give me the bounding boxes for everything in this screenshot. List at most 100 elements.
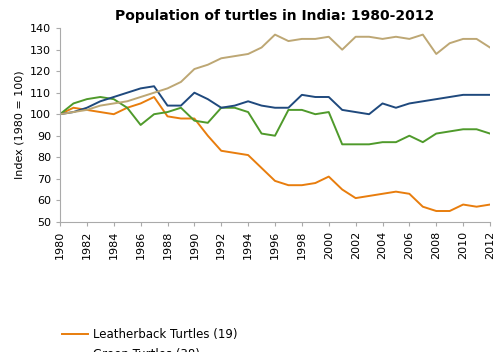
Leatherback Turtles (19) <box>366 194 372 198</box>
All species (111) <box>339 108 345 112</box>
Green Turtles (38) <box>474 127 480 131</box>
All species (111) <box>70 110 76 114</box>
Green Turtles (38) <box>352 142 358 146</box>
Olive Ridley Turtles (20) <box>124 99 130 103</box>
All species (111) <box>192 90 198 95</box>
Y-axis label: Index (1980 = 100): Index (1980 = 100) <box>14 71 24 179</box>
Leatherback Turtles (19) <box>299 183 305 187</box>
Olive Ridley Turtles (20) <box>218 56 224 61</box>
Green Turtles (38) <box>192 119 198 123</box>
Olive Ridley Turtles (20) <box>406 37 412 41</box>
Olive Ridley Turtles (20) <box>339 48 345 52</box>
All species (111) <box>420 99 426 103</box>
All species (111) <box>460 93 466 97</box>
Olive Ridley Turtles (20) <box>57 112 63 116</box>
All species (111) <box>124 90 130 95</box>
Olive Ridley Turtles (20) <box>164 86 170 90</box>
Green Turtles (38) <box>205 121 211 125</box>
Leatherback Turtles (19) <box>192 117 198 121</box>
Olive Ridley Turtles (20) <box>111 101 117 106</box>
Leatherback Turtles (19) <box>339 187 345 191</box>
Leatherback Turtles (19) <box>138 101 143 106</box>
Olive Ridley Turtles (20) <box>286 39 292 43</box>
Green Turtles (38) <box>218 106 224 110</box>
Olive Ridley Turtles (20) <box>380 37 386 41</box>
Green Turtles (38) <box>178 106 184 110</box>
Green Turtles (38) <box>272 134 278 138</box>
Olive Ridley Turtles (20) <box>205 63 211 67</box>
All species (111) <box>474 93 480 97</box>
All species (111) <box>406 101 412 106</box>
Olive Ridley Turtles (20) <box>433 52 440 56</box>
All species (111) <box>433 97 440 101</box>
Leatherback Turtles (19) <box>420 205 426 209</box>
All species (111) <box>446 95 452 99</box>
Green Turtles (38) <box>299 108 305 112</box>
Green Turtles (38) <box>245 110 251 114</box>
All species (111) <box>138 86 143 90</box>
All species (111) <box>286 106 292 110</box>
Leatherback Turtles (19) <box>326 175 332 179</box>
Olive Ridley Turtles (20) <box>232 54 237 58</box>
Olive Ridley Turtles (20) <box>326 34 332 39</box>
Olive Ridley Turtles (20) <box>446 41 452 45</box>
Leatherback Turtles (19) <box>124 106 130 110</box>
Leatherback Turtles (19) <box>460 202 466 207</box>
Green Turtles (38) <box>151 112 157 116</box>
Olive Ridley Turtles (20) <box>192 67 198 71</box>
All species (111) <box>312 95 318 99</box>
Leatherback Turtles (19) <box>84 108 90 112</box>
Green Turtles (38) <box>312 112 318 116</box>
All species (111) <box>57 112 63 116</box>
Leatherback Turtles (19) <box>205 134 211 138</box>
All species (111) <box>380 101 386 106</box>
Green Turtles (38) <box>446 129 452 133</box>
Olive Ridley Turtles (20) <box>258 45 264 50</box>
Green Turtles (38) <box>380 140 386 144</box>
Olive Ridley Turtles (20) <box>245 52 251 56</box>
Olive Ridley Turtles (20) <box>393 34 399 39</box>
Green Turtles (38) <box>57 112 63 116</box>
Green Turtles (38) <box>111 97 117 101</box>
Green Turtles (38) <box>286 108 292 112</box>
All species (111) <box>205 97 211 101</box>
Green Turtles (38) <box>164 110 170 114</box>
Leatherback Turtles (19) <box>286 183 292 187</box>
Olive Ridley Turtles (20) <box>84 108 90 112</box>
Leatherback Turtles (19) <box>258 166 264 170</box>
Green Turtles (38) <box>70 101 76 106</box>
Leatherback Turtles (19) <box>70 106 76 110</box>
Legend: Leatherback Turtles (19), Green Turtles (38), All species (111), Olive Ridley Tu: Leatherback Turtles (19), Green Turtles … <box>62 328 238 352</box>
Leatherback Turtles (19) <box>446 209 452 213</box>
Leatherback Turtles (19) <box>178 117 184 121</box>
Olive Ridley Turtles (20) <box>70 110 76 114</box>
Leatherback Turtles (19) <box>352 196 358 200</box>
All species (111) <box>232 103 237 108</box>
Green Turtles (38) <box>258 131 264 136</box>
Line: Olive Ridley Turtles (20): Olive Ridley Turtles (20) <box>60 34 490 114</box>
All species (111) <box>272 106 278 110</box>
Leatherback Turtles (19) <box>98 110 103 114</box>
All species (111) <box>487 93 493 97</box>
Olive Ridley Turtles (20) <box>299 37 305 41</box>
All species (111) <box>393 106 399 110</box>
Leatherback Turtles (19) <box>380 192 386 196</box>
Leatherback Turtles (19) <box>164 114 170 119</box>
Green Turtles (38) <box>84 97 90 101</box>
Leatherback Turtles (19) <box>232 151 237 155</box>
All species (111) <box>299 93 305 97</box>
Olive Ridley Turtles (20) <box>312 37 318 41</box>
Olive Ridley Turtles (20) <box>151 90 157 95</box>
All species (111) <box>218 106 224 110</box>
Olive Ridley Turtles (20) <box>352 34 358 39</box>
Green Turtles (38) <box>487 131 493 136</box>
All species (111) <box>326 95 332 99</box>
All species (111) <box>164 103 170 108</box>
Line: Leatherback Turtles (19): Leatherback Turtles (19) <box>60 97 490 211</box>
Green Turtles (38) <box>460 127 466 131</box>
All species (111) <box>98 99 103 103</box>
Title: Population of turtles in India: 1980-2012: Population of turtles in India: 1980-201… <box>116 9 434 23</box>
Leatherback Turtles (19) <box>487 202 493 207</box>
Leatherback Turtles (19) <box>433 209 440 213</box>
All species (111) <box>258 103 264 108</box>
